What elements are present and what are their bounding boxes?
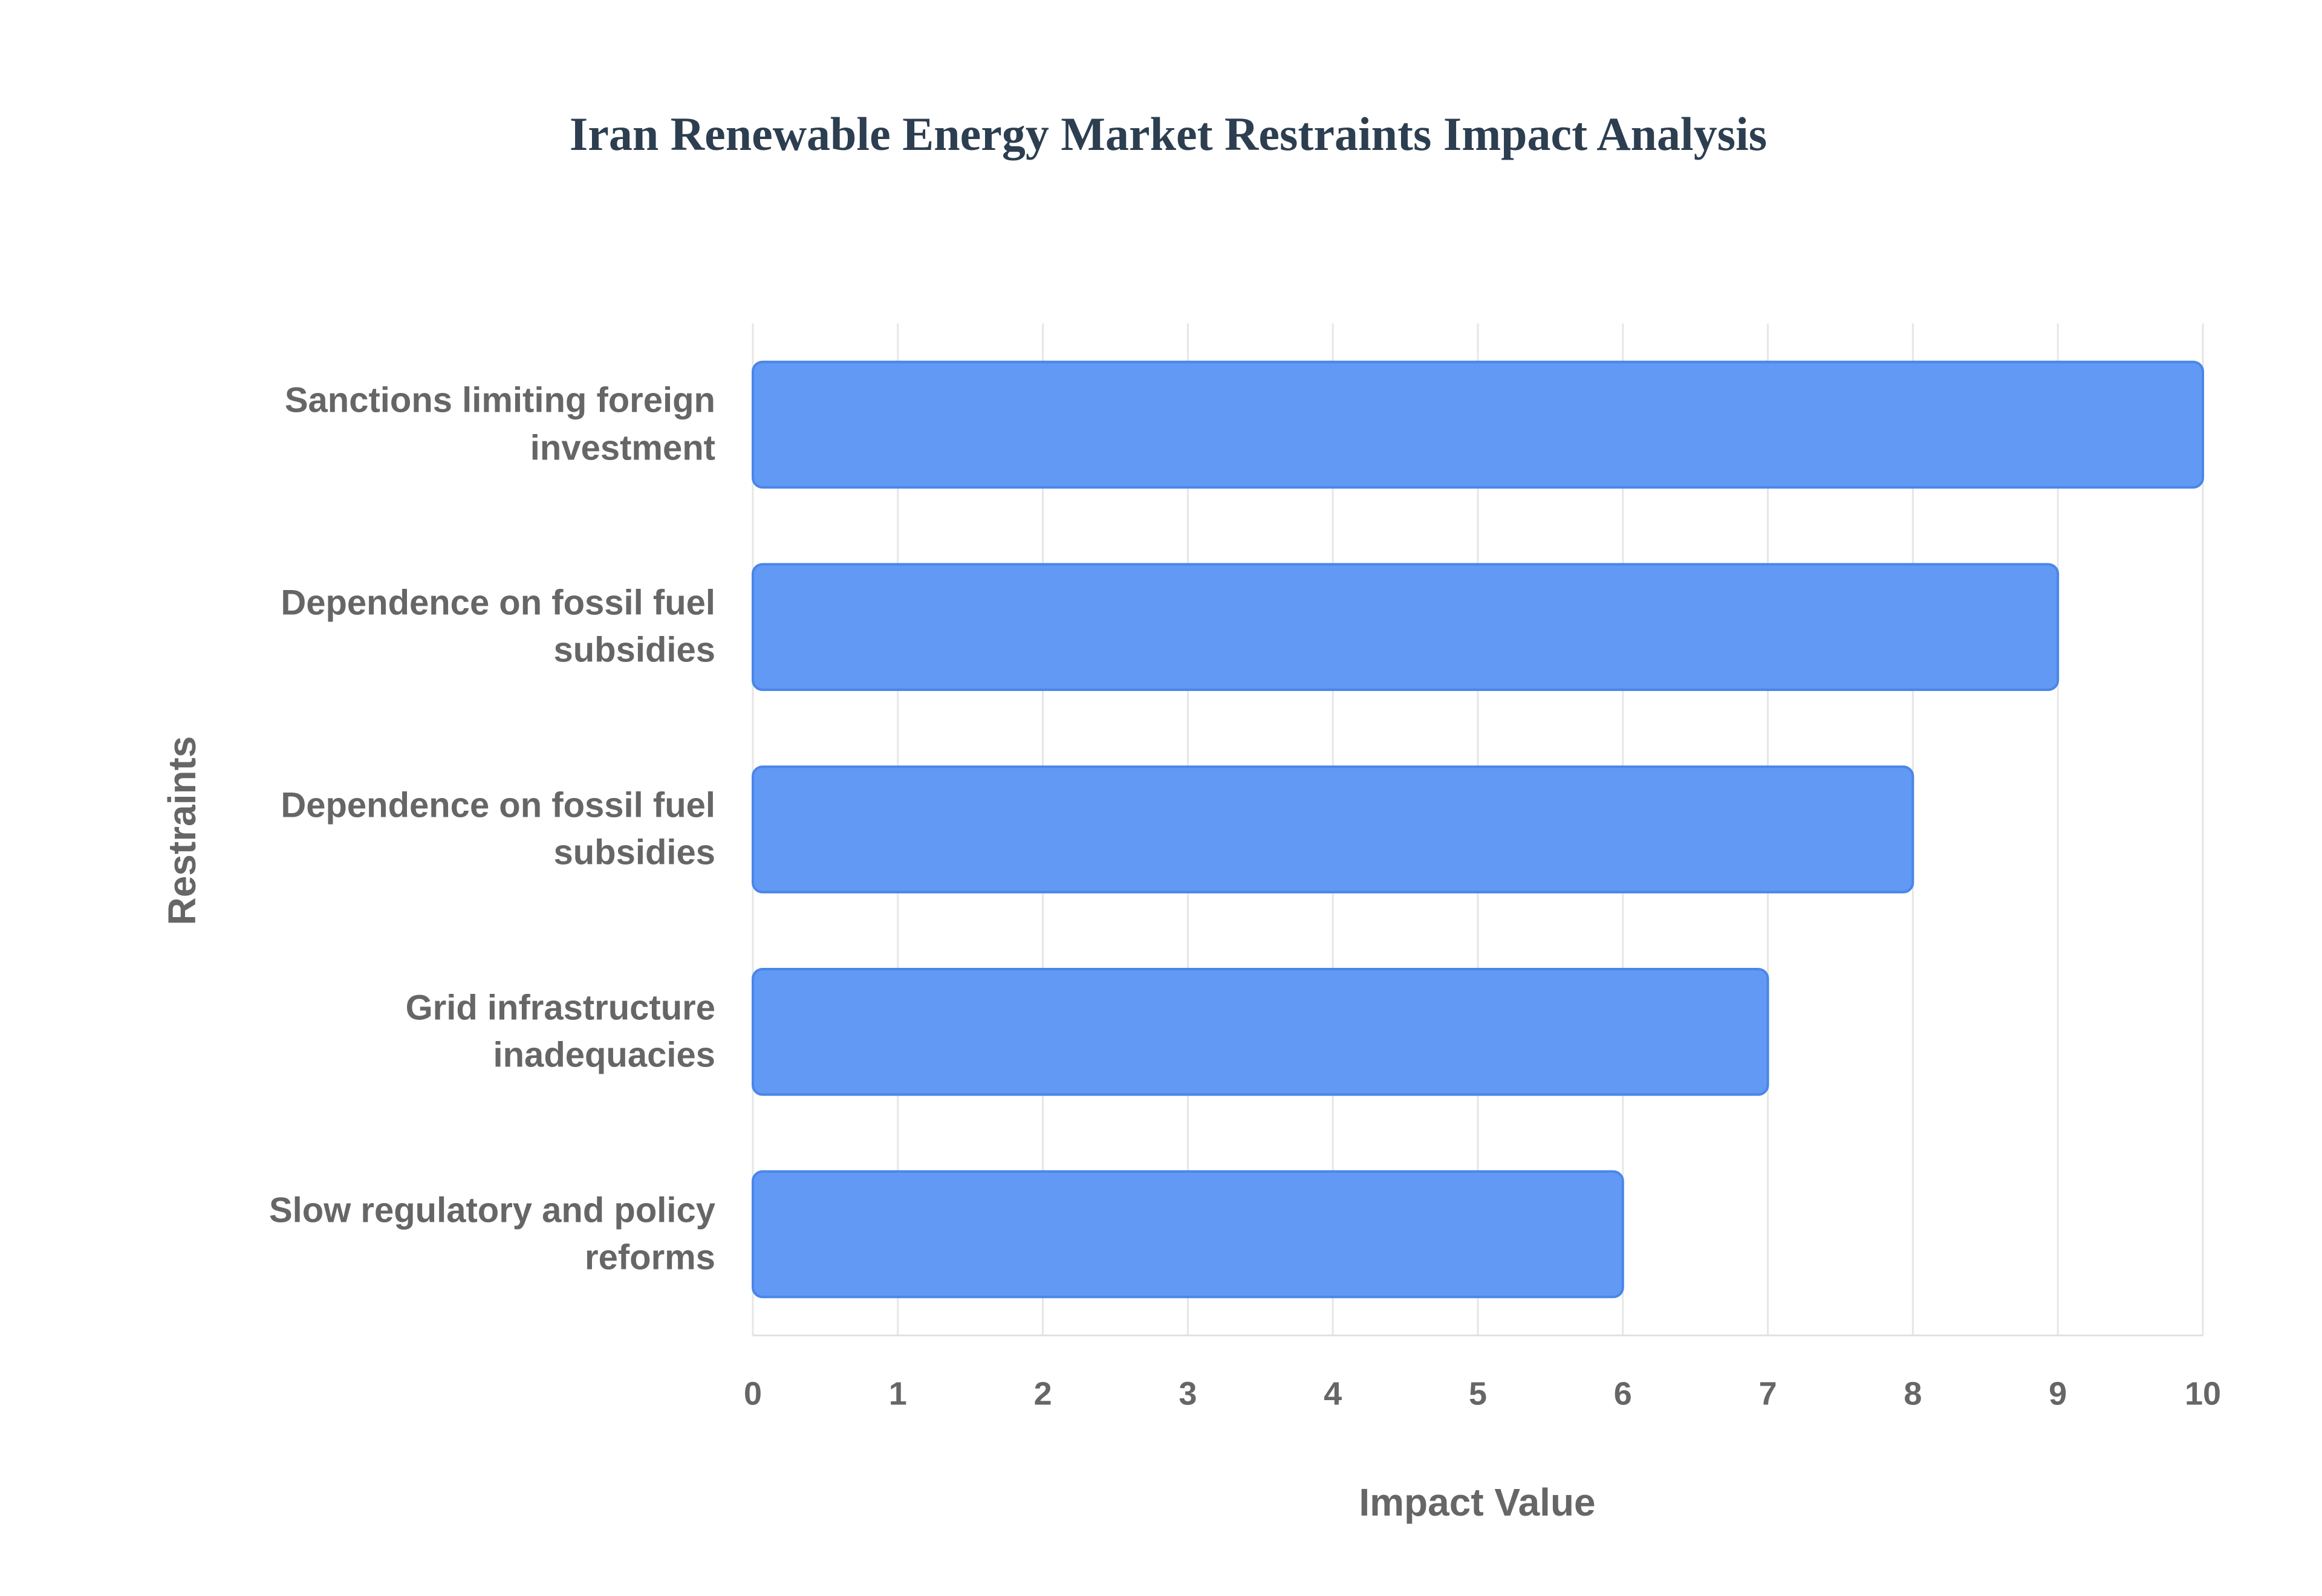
x-tick-label: 6 — [1614, 1375, 1632, 1412]
bar — [752, 765, 1914, 894]
y-tick-label: Grid infrastructure inadequacies — [405, 988, 715, 1075]
y-axis-title: Restraints — [160, 736, 204, 926]
chart-title: Iran Renewable Energy Market Restraints … — [570, 108, 1767, 160]
x-tick-label: 4 — [1324, 1375, 1342, 1412]
x-tick-label: 10 — [2185, 1375, 2221, 1412]
bar — [752, 563, 2060, 691]
bar — [752, 1170, 1624, 1299]
x-tick-label: 9 — [2049, 1375, 2067, 1412]
y-tick-label: Dependence on fossil fuel subsidies — [281, 583, 715, 670]
y-tick-label: Dependence on fossil fuel subsidies — [281, 785, 715, 872]
x-tick-label: 1 — [889, 1375, 907, 1412]
x-tick-label: 0 — [744, 1375, 762, 1412]
x-tick-label: 5 — [1469, 1375, 1487, 1412]
x-axis-title: Impact Value — [1359, 1481, 1595, 1524]
x-tick-label: 7 — [1759, 1375, 1777, 1412]
x-tick-label: 8 — [1904, 1375, 1922, 1412]
y-tick-label: Slow regulatory and policy reforms — [268, 1190, 715, 1277]
y-tick-label: Sanctions limiting foreign investment — [284, 381, 715, 468]
x-tick-label: 3 — [1179, 1375, 1197, 1412]
x-tick-label: 2 — [1034, 1375, 1052, 1412]
bar — [752, 360, 2204, 489]
bar — [752, 968, 1769, 1096]
